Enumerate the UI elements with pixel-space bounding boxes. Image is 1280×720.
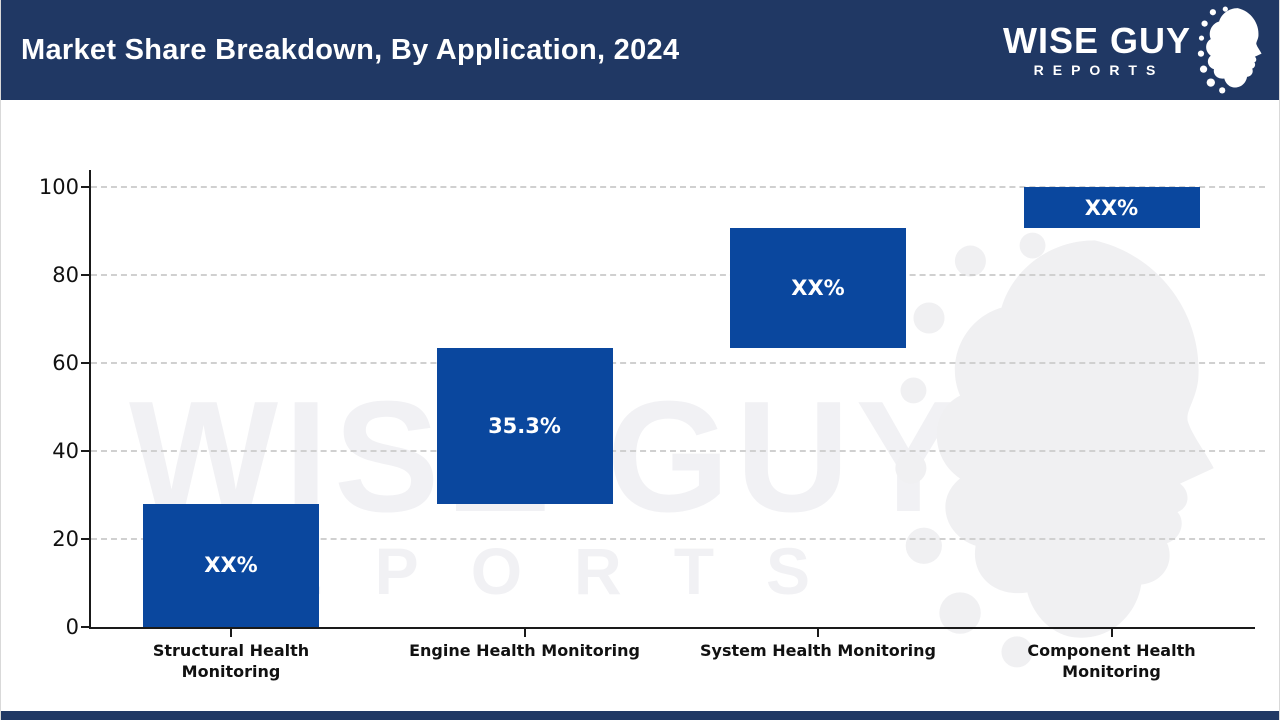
y-tick-mark-100: [81, 186, 89, 188]
y-tick-label-20: 20: [52, 527, 79, 551]
x-category-label: Engine Health Monitoring: [409, 641, 640, 660]
y-tick-mark-40: [81, 450, 89, 452]
bar-value-label: XX%: [791, 276, 845, 301]
logo-wiseguy-label: WISE GUY: [1002, 20, 1191, 61]
y-tick-mark-20: [81, 538, 89, 540]
header: Market Share Breakdown, By Application, …: [1, 0, 1280, 100]
bar-value-label: 35.3%: [488, 414, 561, 439]
gridline-60: [91, 362, 1265, 364]
x-tick-mark: [523, 629, 526, 637]
y-tick-label-0: 0: [65, 615, 79, 639]
x-tick-mark: [230, 629, 232, 637]
wiseguy-logo: WISE GUY REPORTS: [1003, 6, 1280, 94]
y-tick-label-60: 60: [52, 351, 79, 375]
bar-segment: [730, 228, 906, 349]
x-category-label: Structural Health Monitoring: [152, 641, 310, 681]
wiseguy-logo-text: WISE GUY REPORTS: [1002, 20, 1191, 78]
y-tick-mark-80: [81, 274, 89, 276]
gridline-40: [91, 450, 1265, 452]
x-category-label: Component Health Monitoring: [1027, 641, 1196, 681]
x-tick-mark: [1110, 629, 1113, 637]
bar-value-label: XX%: [1084, 195, 1139, 220]
bar-segment: [1023, 187, 1200, 229]
x-tick-mark: [817, 629, 819, 637]
y-tick-label-80: 80: [52, 263, 79, 287]
bar-segment: [436, 348, 613, 504]
y-tick-label-100: 100: [38, 175, 79, 199]
x-axis-line: [89, 627, 1255, 629]
page-title: Market Share Breakdown, By Application, …: [21, 33, 680, 66]
y-tick-mark-0: [81, 626, 89, 628]
y-tick-label-40: 40: [52, 439, 79, 463]
footer-bar: [1, 711, 1279, 720]
y-tick-mark-60: [81, 362, 89, 364]
gridline-80: [91, 274, 1265, 276]
bar-value-label: XX%: [204, 553, 258, 578]
x-category-label: System Health Monitoring: [700, 641, 936, 660]
bar-segment: [143, 503, 319, 627]
gridline-100: [91, 186, 1265, 188]
logo-reports-label: REPORTS: [1033, 62, 1165, 78]
y-axis-line: [89, 170, 91, 629]
gridline-20: [91, 538, 1265, 540]
